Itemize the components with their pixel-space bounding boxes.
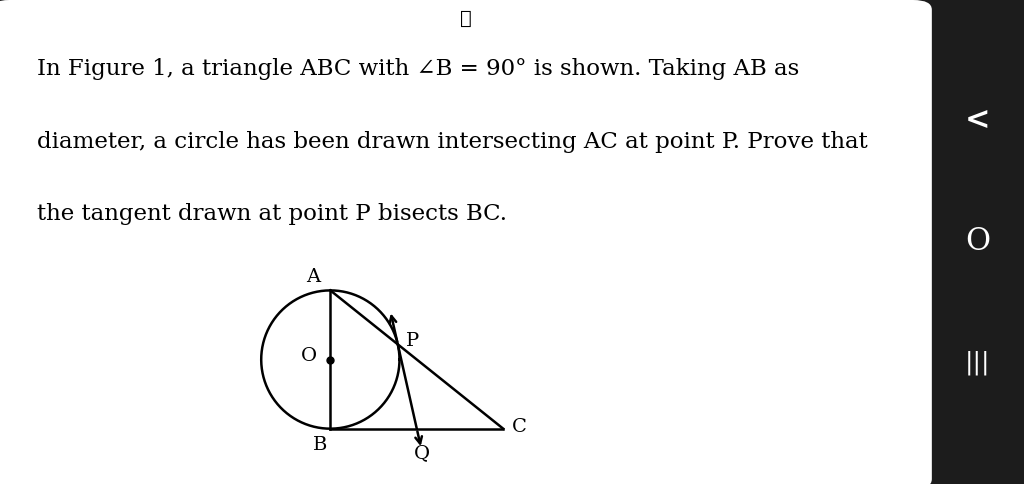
Text: A: A xyxy=(306,268,319,286)
Text: <: < xyxy=(966,106,990,136)
Text: O: O xyxy=(300,347,316,365)
Text: P: P xyxy=(407,332,420,350)
FancyBboxPatch shape xyxy=(0,0,932,484)
Text: diameter, a circle has been drawn intersecting AC at point P. Prove that: diameter, a circle has been drawn inters… xyxy=(37,131,868,152)
Text: B: B xyxy=(312,436,327,454)
Text: the tangent drawn at point P bisects BC.: the tangent drawn at point P bisects BC. xyxy=(37,203,507,225)
Text: O: O xyxy=(966,227,990,257)
Text: C: C xyxy=(512,418,526,436)
Text: |||: ||| xyxy=(966,351,990,375)
Text: In Figure 1, a triangle ABC with ∠B = 90° is shown. Taking AB as: In Figure 1, a triangle ABC with ∠B = 90… xyxy=(37,58,800,80)
Text: Q: Q xyxy=(415,444,430,462)
Text: ⬛: ⬛ xyxy=(460,10,472,28)
